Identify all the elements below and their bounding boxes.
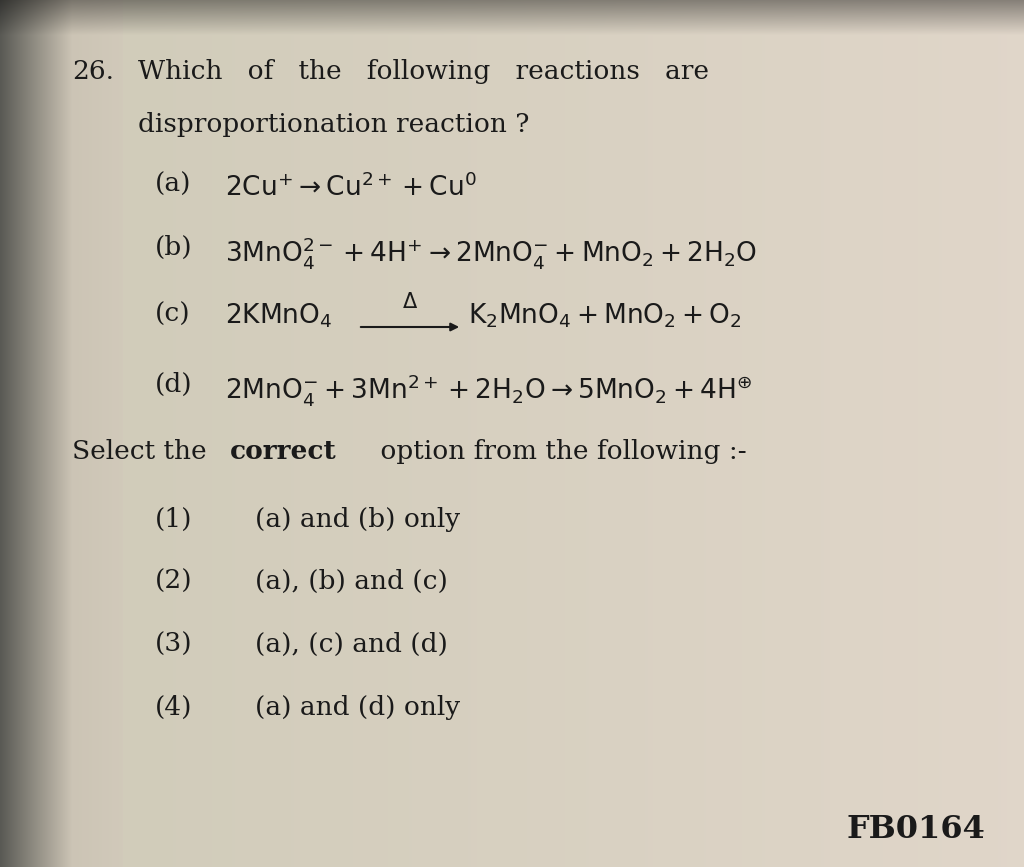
Text: (3): (3) [155, 632, 193, 657]
Text: $2\mathrm{Cu}^{+} \rightarrow \mathrm{Cu}^{2+} + \mathrm{Cu}^{0}$: $2\mathrm{Cu}^{+} \rightarrow \mathrm{Cu… [225, 172, 476, 200]
Text: (b): (b) [155, 235, 193, 260]
Text: (a) and (d) only: (a) and (d) only [255, 695, 460, 720]
Text: (c): (c) [155, 302, 190, 327]
Text: Select the: Select the [72, 439, 215, 464]
Text: (a): (a) [155, 172, 191, 197]
Text: FB0164: FB0164 [846, 814, 985, 845]
Text: (1): (1) [155, 507, 193, 532]
Text: 26.: 26. [72, 59, 114, 84]
Text: $2\mathrm{MnO}_{4}^{-} + 3\mathrm{Mn}^{2+} + 2\mathrm{H}_{2}\mathrm{O} \rightarr: $2\mathrm{MnO}_{4}^{-} + 3\mathrm{Mn}^{2… [225, 372, 753, 408]
Text: Which   of   the   following   reactions   are: Which of the following reactions are [138, 59, 709, 84]
Text: (a) and (b) only: (a) and (b) only [255, 507, 460, 532]
Text: disproportionation reaction ?: disproportionation reaction ? [138, 112, 529, 137]
Text: (a), (c) and (d): (a), (c) and (d) [255, 632, 447, 657]
Text: option from the following :-: option from the following :- [372, 439, 746, 464]
Text: (a), (b) and (c): (a), (b) and (c) [255, 569, 447, 594]
Text: (2): (2) [155, 569, 193, 594]
Text: (4): (4) [155, 695, 193, 720]
Text: $\Delta$: $\Delta$ [402, 292, 418, 312]
Text: (d): (d) [155, 372, 193, 397]
Text: $2\mathrm{KMnO}_{4}$: $2\mathrm{KMnO}_{4}$ [225, 302, 332, 330]
Text: correct: correct [230, 439, 337, 464]
Text: $3\mathrm{MnO}_{4}^{2-} + 4\mathrm{H}^{+} \rightarrow 2\mathrm{MnO}_{4}^{-} + \m: $3\mathrm{MnO}_{4}^{2-} + 4\mathrm{H}^{+… [225, 235, 757, 271]
Text: $\mathrm{K}_{2}\mathrm{MnO}_{4} + \mathrm{MnO}_{2} + \mathrm{O}_{2}$: $\mathrm{K}_{2}\mathrm{MnO}_{4} + \mathr… [468, 302, 741, 330]
